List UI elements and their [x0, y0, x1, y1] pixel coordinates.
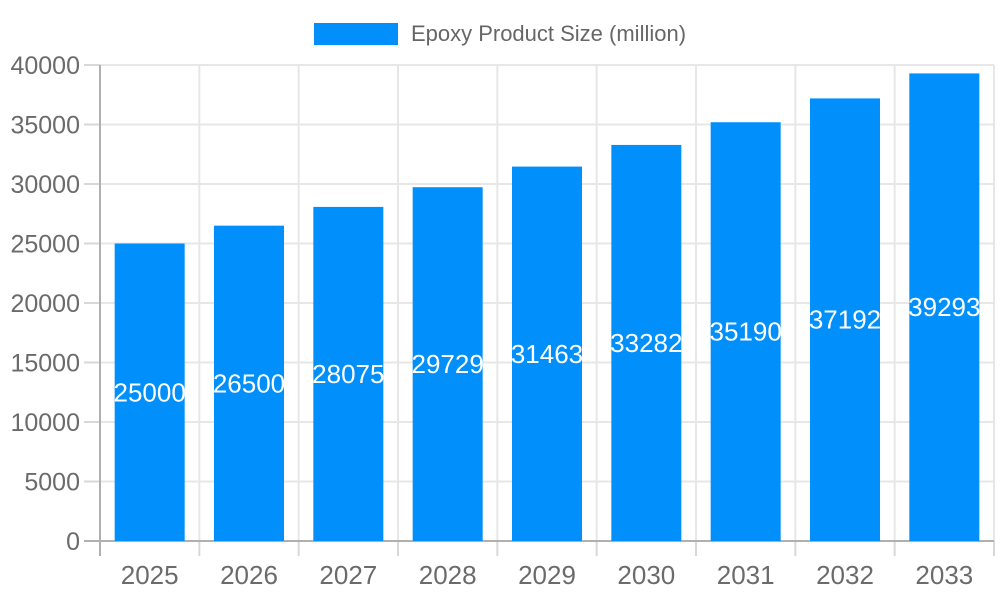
bar-value-label-2031: 35190 [710, 317, 782, 347]
x-axis-tick-label-2029: 2029 [518, 560, 576, 590]
bar-2030[interactable] [611, 144, 682, 541]
bar-value-label-2028: 29729 [412, 349, 484, 379]
bar-value-label-2026: 26500 [213, 368, 285, 398]
bar-2033[interactable] [909, 73, 980, 541]
y-axis-tick-label: 25000 [10, 231, 80, 259]
y-axis-tick-label: 15000 [10, 350, 80, 378]
y-axis-tick-label: 40000 [10, 52, 80, 80]
x-axis-tick-label-2028: 2028 [419, 560, 477, 590]
bar-value-label-2029: 31463 [511, 339, 583, 369]
legend-swatch [313, 23, 398, 45]
bar-2029[interactable] [512, 166, 582, 541]
bar-2032[interactable] [810, 98, 880, 542]
bar-value-label-2025: 25000 [114, 377, 186, 407]
x-axis-tick-label-2031: 2031 [717, 560, 775, 590]
legend-item-epoxy-product-size[interactable]: Epoxy Product Size (million) [313, 21, 687, 46]
bar-value-label-2027: 28075 [312, 359, 384, 389]
x-axis-tick-label-2030: 2030 [617, 560, 675, 590]
legend: Epoxy Product Size (million) [0, 23, 1000, 45]
x-axis-tick-label-2033: 2033 [915, 560, 973, 590]
x-axis-tick-label-2032: 2032 [816, 560, 874, 590]
bar-value-label-2033: 39293 [908, 292, 980, 322]
legend-label: Epoxy Product Size (million) [410, 21, 687, 46]
bar-2025[interactable] [114, 243, 185, 542]
y-axis-tick-label: 20000 [10, 290, 80, 318]
y-axis-tick-label: 10000 [10, 409, 80, 437]
y-axis-tick-label: 0 [66, 528, 80, 556]
bar-value-label-2030: 33282 [610, 328, 682, 358]
bar-value-label-2032: 37192 [809, 305, 881, 335]
bar-2028[interactable] [412, 187, 483, 541]
bar-2031[interactable] [710, 122, 781, 541]
bar-2027[interactable] [313, 206, 384, 541]
y-axis-tick-label: 35000 [10, 112, 80, 140]
x-axis-tick-label-2026: 2026 [220, 560, 278, 590]
y-axis-tick-label: 30000 [10, 171, 80, 199]
bar-2026[interactable] [214, 225, 284, 541]
x-axis-tick-label-2025: 2025 [121, 560, 179, 590]
x-axis-tick-label-2027: 2027 [319, 560, 377, 590]
y-axis-tick-label: 5000 [24, 469, 80, 497]
